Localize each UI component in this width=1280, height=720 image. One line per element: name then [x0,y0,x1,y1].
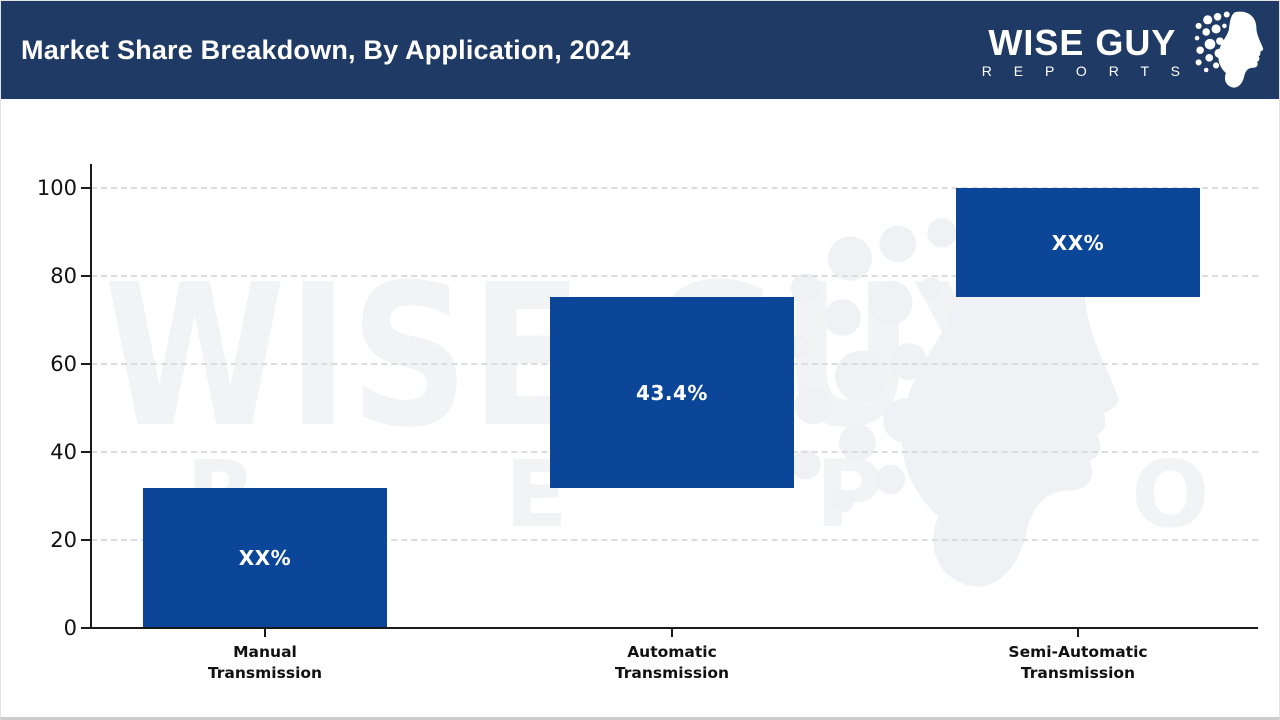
bar-value-label: XX% [1051,230,1105,255]
x-axis-line [90,627,1258,629]
y-tick [81,275,91,277]
dotted-head-profile-icon [1194,11,1264,88]
x-tick [671,629,673,637]
y-tick [81,539,91,541]
x-tick [264,629,266,637]
y-axis-line [90,164,92,629]
y-tick-label-20: 20 [50,528,77,552]
bar-value-label: 43.4% [636,380,708,405]
bar-automatic-transmission: 43.4% [550,297,794,489]
brand-name: WISE GUY [988,21,1177,63]
x-category-label-manual: Manual Transmission [100,642,430,685]
y-tick [81,627,91,629]
gridline-80 [91,275,1258,277]
bar-semi-automatic-transmission: XX% [956,188,1200,298]
y-tick [81,187,91,189]
y-tick-label-80: 80 [50,264,77,288]
gridline-100 [91,187,1258,189]
x-category-label-automatic: Automatic Transmission [507,642,837,685]
x-tick [1077,629,1079,637]
brand-subname: R E P O R T S [981,62,1189,79]
gridline-20 [91,539,1258,541]
y-tick-label-100: 100 [36,176,77,200]
bar-value-label: XX% [238,546,292,571]
x-category-line2: Transmission [614,664,730,683]
x-category-line1: Automatic [627,643,717,661]
watermark-head-profile-icon [787,218,1119,587]
x-category-line1: Manual [233,643,297,661]
header-band: Market Share Breakdown, By Application, … [1,1,1279,99]
y-tick [81,363,91,365]
brand-logo: WISE GUY R E P O R T S [976,9,1267,93]
brand-logo-text: WISE GUY R E P O R T S [976,21,1189,79]
y-tick-label-0: 0 [63,616,77,640]
y-tick [81,451,91,453]
y-tick-label-40: 40 [50,440,77,464]
x-category-line2: Transmission [207,664,323,683]
y-tick-label-60: 60 [50,352,77,376]
page-title: Market Share Breakdown, By Application, … [21,34,631,65]
bar-manual-transmission: XX% [143,488,387,628]
x-category-line1: Semi-Automatic [1008,643,1148,661]
x-category-line2: Transmission [1020,664,1136,683]
x-category-label-semi-automatic: Semi-Automatic Transmission [913,642,1243,685]
